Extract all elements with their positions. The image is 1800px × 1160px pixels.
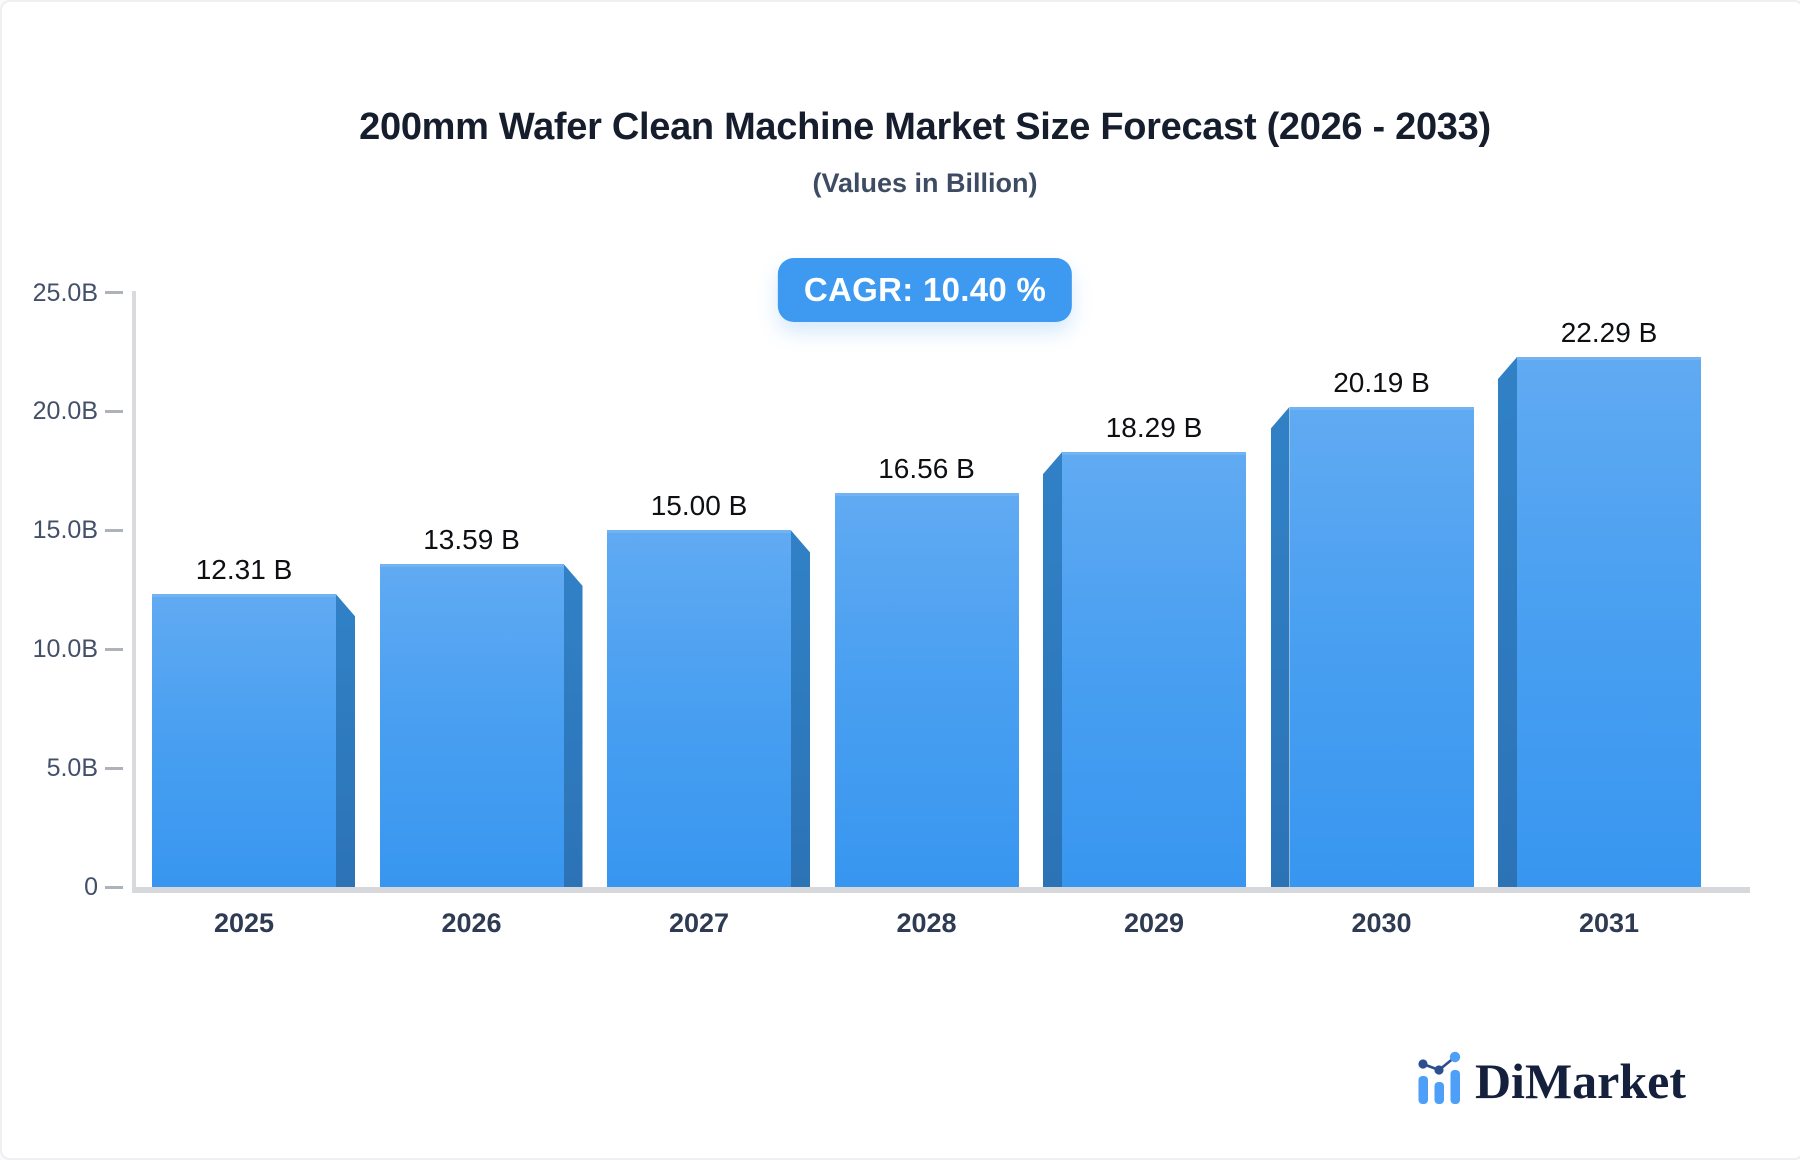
bar-side-face [1270, 406, 1290, 887]
bar-side-face [1043, 452, 1062, 887]
bar-body [1289, 406, 1474, 887]
bar-value-label: 15.00 B [650, 490, 748, 522]
x-axis-category-label: 2029 [1123, 908, 1185, 938]
x-axis-category-label: 2030 [1351, 908, 1412, 938]
bar-2031 [1498, 356, 1701, 887]
mini-bar-chart-icon [1418, 1051, 1461, 1104]
bar-body [607, 530, 791, 887]
y-tick-mark [105, 766, 123, 770]
bar-value-label: 22.29 B [1560, 316, 1658, 348]
bar-side-face [791, 530, 810, 887]
x-axis-category-label: 2025 [213, 908, 275, 938]
bar-side-face [336, 594, 355, 887]
y-tick-mark [105, 291, 123, 294]
bar-body [1062, 452, 1246, 887]
bar-2027 [607, 530, 810, 887]
y-tick-label: 10.0B [32, 635, 98, 664]
x-axis-baseline [132, 887, 1750, 893]
bar-2030 [1270, 406, 1474, 887]
bar-value-label: 16.56 B [878, 453, 975, 485]
bar-2026 [379, 563, 583, 887]
brand-logo: DiMarket [1418, 1050, 1686, 1109]
chart-subtitle: (Values in Billion) [812, 168, 1038, 198]
bar-side-face [1498, 356, 1517, 887]
cagr-badge: CAGR: 10.40 % [777, 258, 1073, 322]
bar-body [152, 594, 336, 887]
bar-value-label: 20.19 B [1333, 366, 1430, 398]
y-tick-label: 0 [84, 873, 98, 901]
bar-value-label: 13.59 B [423, 523, 520, 555]
x-axis-category-label: 2028 [896, 908, 957, 938]
x-axis-category-label: 2027 [668, 908, 730, 938]
y-tick-mark [105, 885, 123, 889]
bar-body [834, 493, 1019, 887]
bar-side-face [563, 563, 583, 887]
bar-body [1517, 356, 1701, 887]
bar-value-label: 18.29 B [1105, 412, 1203, 444]
x-axis-category-label: 2031 [1578, 908, 1640, 938]
y-tick-mark [105, 409, 123, 413]
bar-value-label: 12.31 B [195, 554, 293, 586]
y-tick-label: 20.0B [32, 397, 98, 426]
bar-body [379, 563, 564, 887]
y-tick-mark [105, 528, 123, 532]
brand-logo-text: DiMarket [1474, 1053, 1686, 1109]
bar-2029 [1043, 452, 1246, 887]
y-tick-label: 5.0B [46, 754, 98, 783]
y-tick-label: 25.0B [32, 278, 98, 307]
x-axis-category-label: 2026 [441, 908, 502, 938]
bar-2028 [834, 493, 1019, 887]
y-tick-label: 15.0B [32, 516, 98, 545]
bar-2025 [152, 594, 355, 887]
y-axis-line [132, 291, 136, 889]
y-tick-mark [105, 647, 123, 651]
chart-title: 200mm Wafer Clean Machine Market Size Fo… [359, 106, 1491, 148]
